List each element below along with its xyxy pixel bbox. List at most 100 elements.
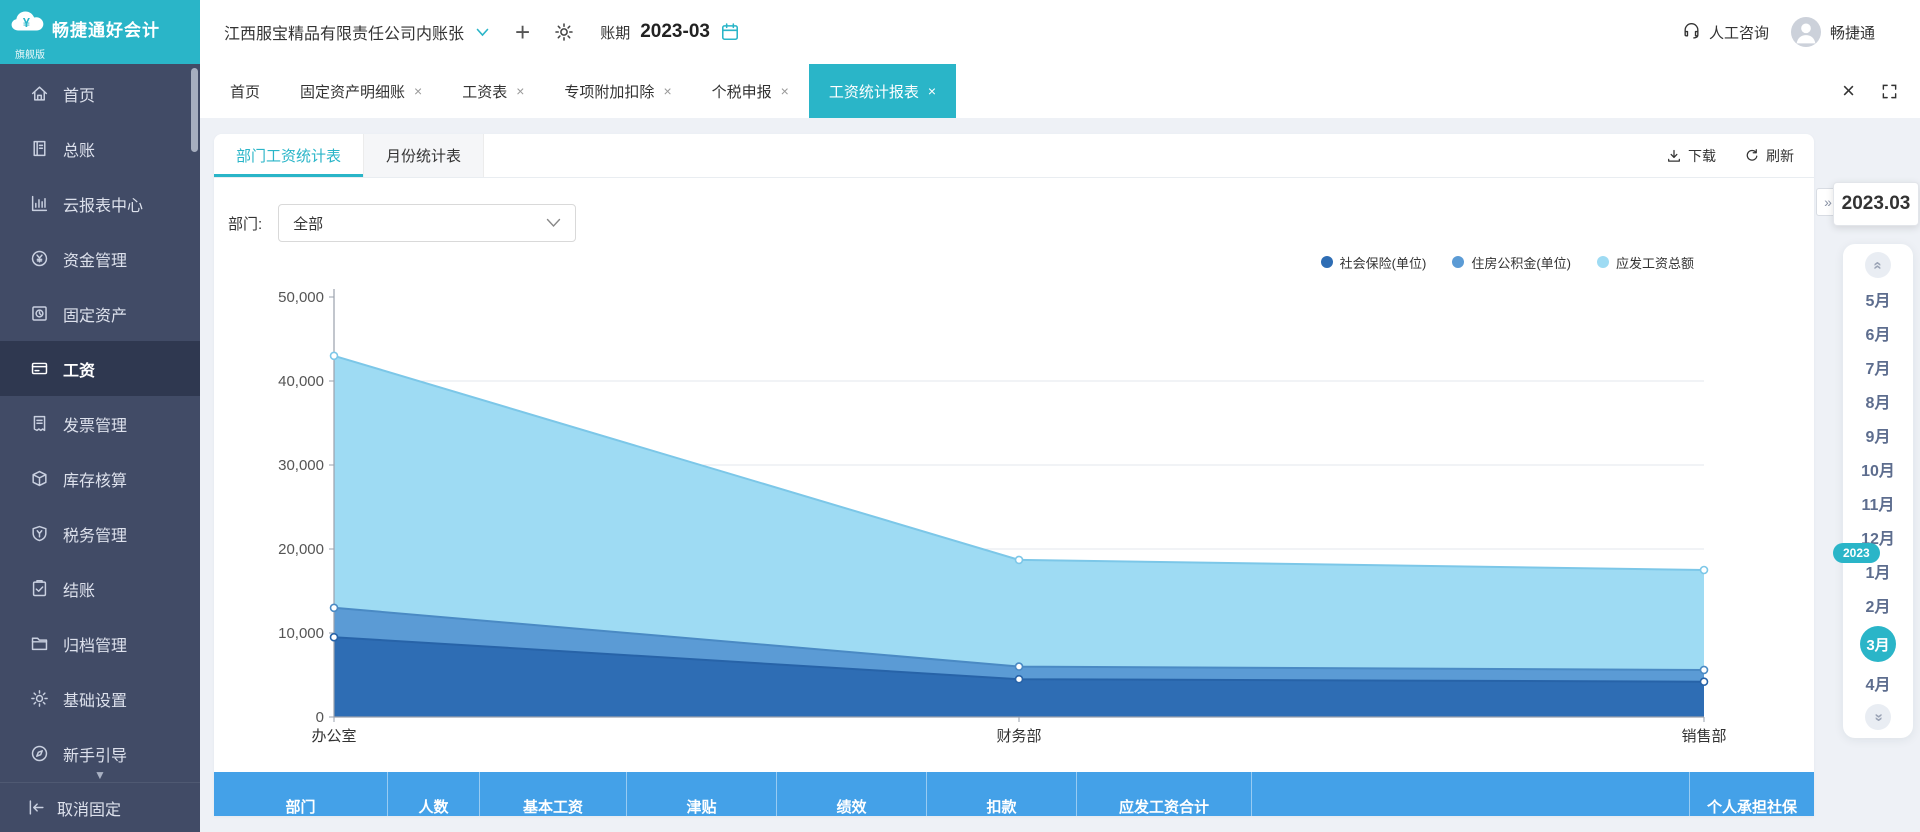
chart-area: 社会保险(单位) 住房公积金(单位) 应发工资总额 0 10,000 20,000 30,…: [214, 252, 1814, 752]
fullscreen-icon[interactable]: [1881, 83, 1898, 100]
sidebar-item-inventory[interactable]: 库存核算: [0, 451, 200, 506]
tab-专项附加扣除[interactable]: 专项附加扣除 ×: [544, 64, 691, 118]
legend-item[interactable]: 住房公积金(单位): [1452, 253, 1571, 272]
sidebar-item-closing[interactable]: 结账: [0, 561, 200, 616]
month-item[interactable]: 1月: [1865, 565, 1891, 582]
sidebar-item-guide[interactable]: 新手引导: [0, 726, 200, 781]
sidebar-item-settings[interactable]: 基础设置: [0, 671, 200, 726]
brand-edition: 旗舰版: [15, 50, 45, 61]
subtab-部门工资统计表[interactable]: 部门工资统计表: [214, 134, 365, 177]
download-button[interactable]: 下载: [1666, 146, 1716, 166]
legend-dot: [1596, 256, 1609, 268]
sidebar-item-label: 总账: [63, 142, 96, 160]
sidebar-item-funds[interactable]: 资金管理: [0, 231, 200, 286]
tab-个税申报[interactable]: 个税申报 ×: [692, 64, 809, 118]
home-icon: [30, 84, 49, 103]
unpin-icon: [27, 798, 46, 817]
subtab-list: 部门工资统计表 月份统计表: [214, 134, 485, 177]
table-header-cell: 人数: [388, 772, 480, 816]
sidebar-item-label: 结账: [63, 582, 96, 600]
period-label: 账期: [600, 24, 631, 42]
department-select[interactable]: 全部: [278, 204, 577, 242]
close-tab-icon[interactable]: ×: [927, 83, 937, 99]
closing-icon: [30, 579, 49, 598]
table-header-cell: 津贴: [627, 772, 777, 816]
sidebar-item-label: 固定资产: [63, 307, 128, 325]
sidebar-item-archive[interactable]: 归档管理: [0, 616, 200, 671]
legend-label: 住房公积金(单位): [1471, 255, 1571, 271]
calendar-icon[interactable]: [720, 22, 740, 42]
add-account-button[interactable]: +: [515, 17, 531, 47]
sidebar-item-ledger[interactable]: 总账: [0, 121, 200, 176]
company-selector[interactable]: 江西服宝精品有限责任公司内账张: [224, 20, 489, 44]
company-name: 江西服宝精品有限责任公司内账张: [224, 26, 465, 43]
support-label: 人工咨询: [1708, 24, 1769, 42]
sidebar-item-label: 工资: [63, 362, 96, 380]
month-item[interactable]: 9月: [1865, 429, 1891, 446]
month-item[interactable]: 11月: [1861, 497, 1895, 514]
chevron-down-icon: [476, 28, 489, 37]
scroll-months-down-button[interactable]: «: [1865, 704, 1891, 730]
sidebar-item-salary[interactable]: 工资: [0, 341, 200, 396]
tab-label: 工资表: [462, 83, 508, 101]
tab-固定资产明细账[interactable]: 固定资产明细账 ×: [280, 64, 442, 118]
sidebar-item-label: 新手引导: [63, 747, 128, 765]
legend-item[interactable]: 社会保险(单位): [1320, 253, 1427, 272]
month-item[interactable]: 3月: [1860, 626, 1896, 662]
month-item[interactable]: 2月: [1865, 599, 1891, 616]
table-header-cell: 绩效: [777, 772, 927, 816]
brand-block: ¥ 畅捷通好会计 旗舰版: [0, 0, 200, 64]
username[interactable]: 畅捷通: [1829, 24, 1875, 42]
tab-label: 工资统计报表: [828, 83, 919, 101]
sidebar-scrollbar[interactable]: [191, 68, 198, 152]
tab-工资表[interactable]: 工资表 ×: [442, 64, 544, 118]
sidebar-item-invoice[interactable]: 发票管理: [0, 396, 200, 451]
close-tab-icon[interactable]: ×: [663, 83, 672, 99]
tab-首页[interactable]: 首页: [210, 64, 280, 118]
subtab-月份统计表[interactable]: 月份统计表: [364, 134, 485, 177]
department-select-value: 全部: [293, 215, 324, 233]
scroll-down-icon[interactable]: ▼: [94, 768, 106, 782]
close-tab-icon[interactable]: ×: [414, 83, 423, 99]
gear-icon[interactable]: [554, 22, 574, 42]
legend-item[interactable]: 应发工资总额: [1596, 253, 1694, 272]
sidebar-item-home[interactable]: 首页: [0, 66, 200, 121]
filter-row: 部门: 全部: [228, 204, 1814, 242]
support-button[interactable]: 人工咨询: [1682, 21, 1769, 44]
month-item[interactable]: 5月: [1865, 293, 1891, 310]
month-item[interactable]: 10月: [1861, 463, 1895, 480]
legend-label: 应发工资总额: [1615, 255, 1694, 271]
current-period-box[interactable]: 2023.03: [1833, 182, 1919, 226]
invoice-icon: [30, 414, 49, 433]
salary-icon: [30, 359, 49, 378]
scroll-months-up-button[interactable]: «: [1865, 252, 1891, 278]
sidebar-item-tax[interactable]: 税务管理: [0, 506, 200, 561]
close-tab-icon[interactable]: ×: [516, 83, 525, 99]
legend-label: 社会保险(单位): [1339, 255, 1427, 271]
month-item[interactable]: 8月: [1865, 395, 1891, 412]
avatar[interactable]: [1790, 17, 1821, 47]
month-item[interactable]: 7月: [1865, 361, 1891, 378]
table-header-cell: 扣款: [927, 772, 1077, 816]
svg-text:10,000: 10,000: [278, 625, 324, 642]
sidebar-unpin-button[interactable]: 取消固定: [0, 782, 200, 832]
ledger-icon: [30, 139, 49, 158]
refresh-label: 刷新: [1766, 148, 1794, 164]
refresh-button[interactable]: 刷新: [1744, 146, 1794, 166]
department-filter-label: 部门:: [228, 215, 263, 233]
archive-icon: [30, 634, 49, 653]
main-content: 部门工资统计表 月份统计表 下载 刷新 部门: 全部: [200, 118, 1920, 832]
month-item[interactable]: 4月: [1865, 677, 1891, 694]
legend-dot: [1452, 256, 1465, 268]
close-tab-icon[interactable]: ×: [1842, 78, 1855, 103]
sidebar-item-label: 基础设置: [63, 692, 128, 710]
svg-text:销售部: 销售部: [1681, 728, 1726, 745]
sidebar-item-report[interactable]: 云报表中心: [0, 176, 200, 231]
svg-text:40,000: 40,000: [278, 373, 324, 390]
close-tab-icon[interactable]: ×: [780, 83, 789, 99]
tab-工资统计报表[interactable]: 工资统计报表 ×: [808, 64, 957, 118]
chart-legend: 社会保险(单位) 住房公积金(单位) 应发工资总额: [214, 252, 1814, 272]
sidebar-items: 首页总账云报表中心 资金管理固定资产工资发票管理 库存核算 税务管理结账归档管理基础设…: [0, 66, 200, 781]
month-item[interactable]: 6月: [1865, 327, 1891, 344]
sidebar-item-assets[interactable]: 固定资产: [0, 286, 200, 341]
